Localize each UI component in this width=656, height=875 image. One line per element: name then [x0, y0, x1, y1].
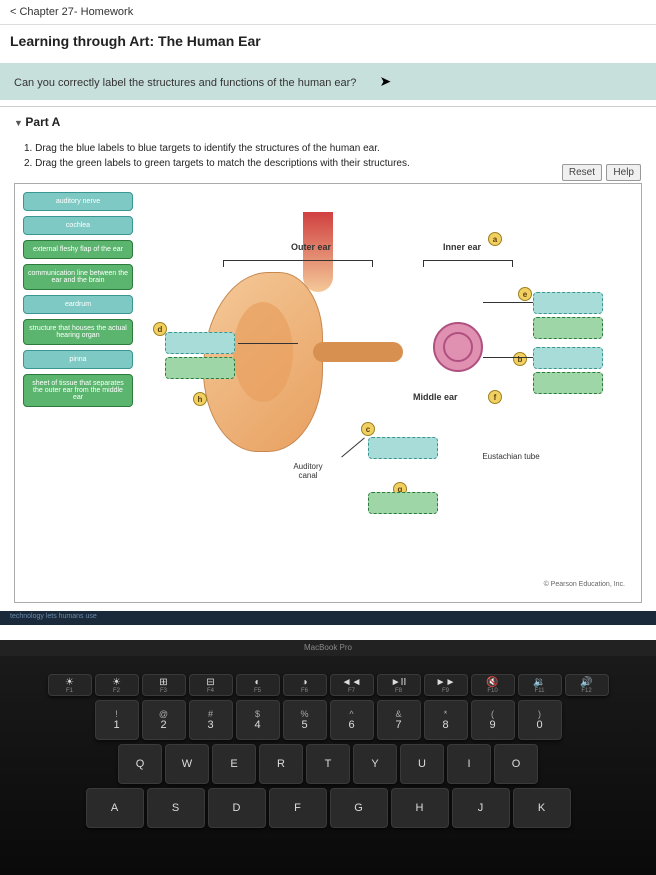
- fn-row: ☀F1☀F2⊞F3⊟F4◐F5◑F6◄◄F7►IIF8►►F9🔇F10🔉F11🔊…: [10, 674, 646, 696]
- drag-label-blue[interactable]: auditory nerve: [23, 192, 133, 211]
- key-fn: ⊟F4: [189, 674, 233, 696]
- key-num: $4: [236, 700, 280, 740]
- target-green-d[interactable]: [165, 357, 235, 379]
- inner-ear-label: Inner ear: [443, 242, 481, 252]
- marker-a: a: [488, 232, 502, 246]
- key-fn: ☀F1: [48, 674, 92, 696]
- q-row: QWERTYUIO: [10, 744, 646, 784]
- num-row: !1@2#3$4%5^6&7*8(9)0: [10, 700, 646, 740]
- auditory-canal-label: Auditory canal: [283, 462, 333, 480]
- marker-b: b: [513, 352, 527, 366]
- leader-line: [341, 437, 365, 457]
- leader-line: [238, 343, 298, 344]
- marker-f: f: [488, 390, 502, 404]
- breadcrumb[interactable]: < Chapter 27- Homework: [0, 0, 656, 25]
- key-letter: I: [447, 744, 491, 784]
- key-num: )0: [518, 700, 562, 740]
- key-num: *8: [424, 700, 468, 740]
- footer-strip: technology lets humans use: [0, 611, 656, 625]
- key-fn: ⊞F3: [142, 674, 186, 696]
- target-green-right2[interactable]: [533, 372, 603, 394]
- key-letter: G: [330, 788, 388, 828]
- key-letter: R: [259, 744, 303, 784]
- instruction-1: 1. Drag the blue labels to blue targets …: [24, 141, 632, 156]
- marker-e: e: [518, 287, 532, 301]
- instruction-2: 2. Drag the green labels to green target…: [24, 156, 632, 171]
- ear-tissue: [303, 212, 333, 292]
- leader-line: [483, 357, 533, 358]
- key-letter: W: [165, 744, 209, 784]
- copyright-text: © Pearson Education, Inc.: [544, 581, 625, 588]
- part-header[interactable]: Part A: [0, 106, 656, 137]
- key-letter: Y: [353, 744, 397, 784]
- leader-line: [483, 302, 533, 303]
- help-button[interactable]: Help: [606, 164, 641, 181]
- key-letter: J: [452, 788, 510, 828]
- target-green-g[interactable]: [368, 492, 438, 514]
- reset-button[interactable]: Reset: [562, 164, 602, 181]
- drag-label-green[interactable]: external fleshy flap of the ear: [23, 240, 133, 259]
- outer-ear-label: Outer ear: [291, 242, 331, 252]
- ear-diagram: Outer ear Inner ear Middle ear Auditory …: [143, 192, 633, 592]
- key-letter: E: [212, 744, 256, 784]
- a-row: ASDFGHJK: [10, 788, 646, 828]
- canal-shape: [313, 342, 403, 362]
- key-num: (9: [471, 700, 515, 740]
- marker-c: c: [361, 422, 375, 436]
- key-num: &7: [377, 700, 421, 740]
- question-text: Can you correctly label the structures a…: [14, 77, 356, 89]
- eustachian-label: Eustachian tube: [481, 452, 541, 461]
- cochlea-inner: [443, 332, 473, 362]
- key-letter: S: [147, 788, 205, 828]
- key-fn: 🔉F11: [518, 674, 562, 696]
- page-title: Learning through Art: The Human Ear: [0, 25, 656, 57]
- labels-column: auditory nerve cochlea external fleshy f…: [23, 192, 133, 412]
- key-num: !1: [95, 700, 139, 740]
- question-bar: Can you correctly label the structures a…: [0, 63, 656, 100]
- key-fn: ►IIF8: [377, 674, 421, 696]
- key-letter: U: [400, 744, 444, 784]
- key-letter: D: [208, 788, 266, 828]
- laptop-bezel: MacBook Pro: [0, 640, 656, 656]
- key-fn: ☀F2: [95, 674, 139, 696]
- key-letter: Q: [118, 744, 162, 784]
- target-blue-d[interactable]: [165, 332, 235, 354]
- instructions: 1. Drag the blue labels to blue targets …: [0, 137, 656, 175]
- drag-label-green[interactable]: sheet of tissue that separates the outer…: [23, 374, 133, 407]
- outer-bracket: [223, 260, 373, 266]
- inner-bracket: [423, 260, 513, 266]
- key-letter: H: [391, 788, 449, 828]
- key-num: @2: [142, 700, 186, 740]
- ear-inner-shape: [233, 302, 293, 402]
- key-letter: A: [86, 788, 144, 828]
- key-fn: ◐F5: [236, 674, 280, 696]
- screen-content: < Chapter 27- Homework Learning through …: [0, 0, 656, 640]
- key-letter: O: [494, 744, 538, 784]
- key-letter: F: [269, 788, 327, 828]
- key-fn: ►►F9: [424, 674, 468, 696]
- middle-ear-label: Middle ear: [413, 392, 458, 402]
- target-blue-right2[interactable]: [533, 347, 603, 369]
- drag-label-green[interactable]: structure that houses the actual hearing…: [23, 319, 133, 345]
- key-fn: ◄◄F7: [330, 674, 374, 696]
- marker-h: h: [193, 392, 207, 406]
- keyboard: ☀F1☀F2⊞F3⊟F4◐F5◑F6◄◄F7►IIF8►►F9🔇F10🔉F11🔊…: [0, 656, 656, 875]
- drag-label-blue[interactable]: eardrum: [23, 295, 133, 314]
- target-blue-right1[interactable]: [533, 292, 603, 314]
- key-fn: 🔊F12: [565, 674, 609, 696]
- target-green-right1[interactable]: [533, 317, 603, 339]
- drag-label-blue[interactable]: cochlea: [23, 216, 133, 235]
- key-num: ^6: [330, 700, 374, 740]
- drag-label-blue[interactable]: pinna: [23, 350, 133, 369]
- key-letter: T: [306, 744, 350, 784]
- target-blue-c[interactable]: [368, 437, 438, 459]
- key-letter: K: [513, 788, 571, 828]
- key-fn: 🔇F10: [471, 674, 515, 696]
- key-fn: ◑F6: [283, 674, 327, 696]
- drag-label-green[interactable]: communication line between the ear and t…: [23, 264, 133, 290]
- key-num: %5: [283, 700, 327, 740]
- workspace: Reset Help auditory nerve cochlea extern…: [14, 183, 642, 603]
- cursor-icon: ➤: [379, 73, 391, 89]
- key-num: #3: [189, 700, 233, 740]
